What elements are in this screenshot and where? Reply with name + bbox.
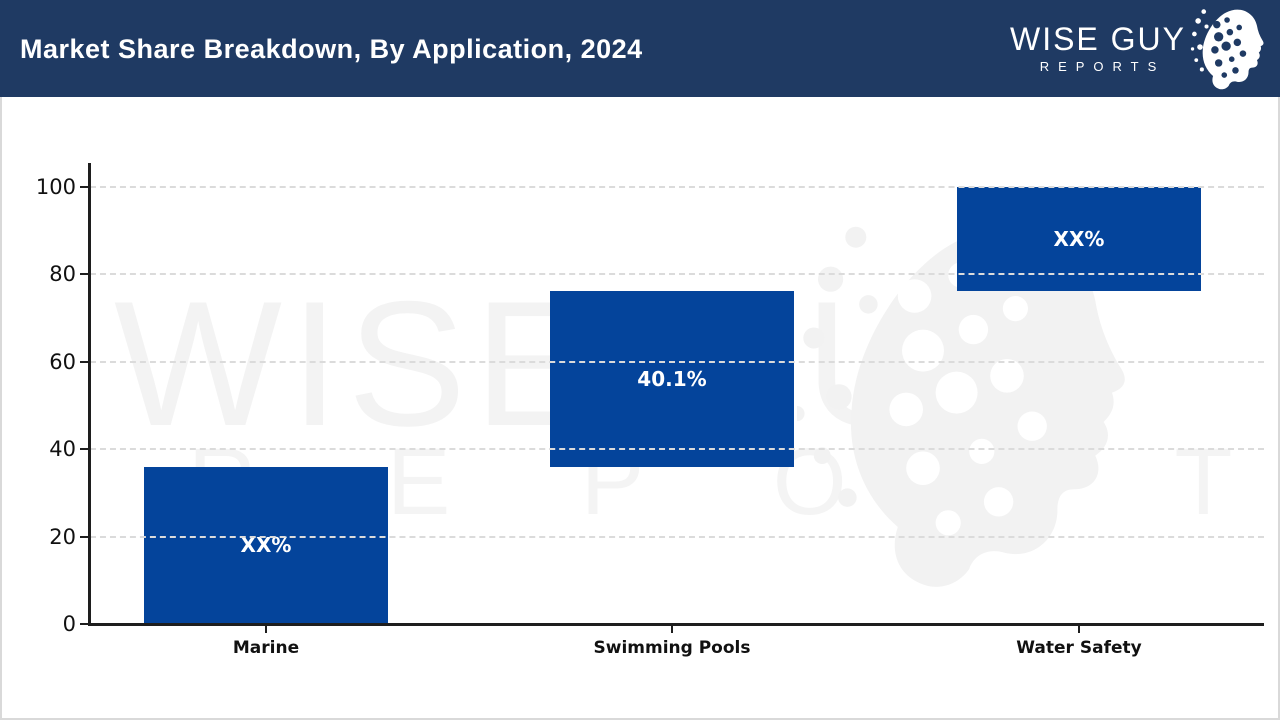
xtick-mark-swimming-pools xyxy=(671,624,673,633)
ytick-mark-40 xyxy=(80,448,89,451)
ytick-label-60: 60 xyxy=(49,349,76,374)
brand-face-icon xyxy=(1190,9,1264,90)
y-axis-line xyxy=(88,163,91,625)
xtick-mark-marine xyxy=(265,624,267,633)
brand-logo: WISE GUY REPORTS xyxy=(1010,6,1266,90)
brand-name: WISE GUY xyxy=(1009,21,1186,58)
gridline-y-60 xyxy=(90,360,1264,363)
xtick-label-marine: Marine xyxy=(232,638,300,658)
xtick-label-water-safety: Water Safety xyxy=(1016,638,1142,658)
header-bar: Market Share Breakdown, By Application, … xyxy=(0,0,1280,97)
brand-subtitle: REPORTS xyxy=(1039,58,1166,74)
x-axis-line xyxy=(88,623,1264,626)
gridline-y-80 xyxy=(90,273,1264,276)
ytick-label-20: 20 xyxy=(49,524,76,549)
bar-swimming-pools: 40.1% xyxy=(550,291,794,467)
bar-value-label-water-safety: XX% xyxy=(1053,227,1105,252)
xtick-label-swimming-pools: Swimming Pools xyxy=(593,638,751,658)
ytick-label-100: 100 xyxy=(35,175,76,199)
gridline-y-40 xyxy=(90,448,1264,451)
ytick-mark-100 xyxy=(80,186,89,188)
brand-logo-text: WISE GUY REPORTS xyxy=(1009,21,1186,74)
ytick-mark-20 xyxy=(80,535,89,538)
ytick-label-80: 80 xyxy=(49,262,76,287)
ytick-mark-60 xyxy=(80,360,89,363)
gridline-y-100 xyxy=(90,186,1264,188)
xtick-mark-water-safety xyxy=(1078,624,1080,633)
ytick-mark-0 xyxy=(80,623,89,625)
ytick-mark-80 xyxy=(80,273,89,276)
ytick-label-40: 40 xyxy=(49,437,76,462)
gridline-y-20 xyxy=(90,535,1264,538)
bar-water-safety: XX% xyxy=(957,187,1201,292)
bar-value-label-swimming-pools: 40.1% xyxy=(637,367,707,392)
bar-marine: XX% xyxy=(144,466,388,624)
page-title: Market Share Breakdown, By Application, … xyxy=(20,34,643,64)
chart-canvas: WISE GUY R E P O R T S 020406080100XX%40… xyxy=(0,97,1280,720)
ytick-label-0: 0 xyxy=(62,612,76,636)
plot-area: 0 20 40 60 80 100 XX% 40.1% XX% Marine Swimming Po… xyxy=(2,97,1280,718)
